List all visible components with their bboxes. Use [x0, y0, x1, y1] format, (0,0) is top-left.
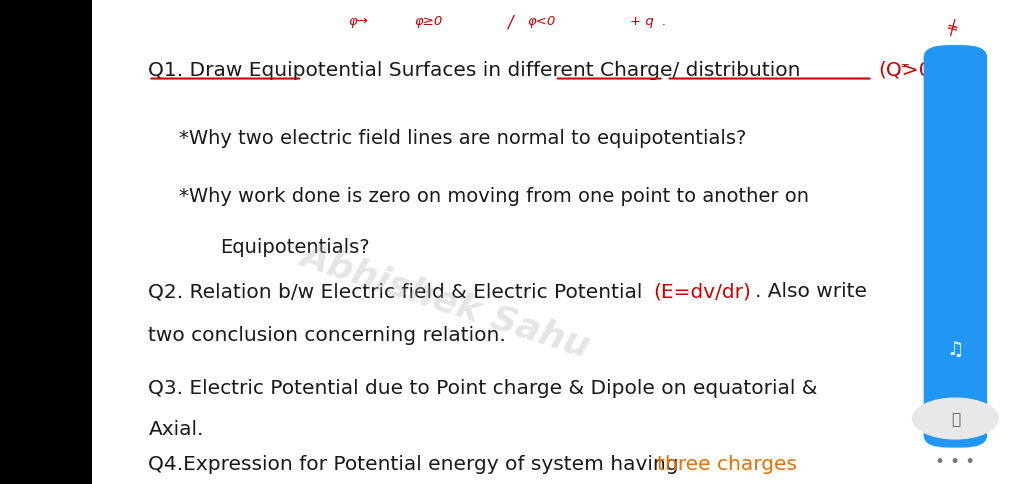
- Circle shape: [912, 398, 998, 439]
- Text: φ→: φ→: [348, 15, 368, 28]
- Text: three charges: three charges: [657, 454, 798, 473]
- Text: φ≥0: φ≥0: [415, 15, 443, 28]
- Text: *Why work done is zero on moving from one point to another on: *Why work done is zero on moving from on…: [179, 186, 809, 206]
- Text: (E=dv/dr): (E=dv/dr): [653, 282, 752, 301]
- Text: Q4.Expression for Potential energy of system having: Q4.Expression for Potential energy of sy…: [148, 454, 685, 473]
- Text: 🔔: 🔔: [951, 411, 959, 426]
- Text: Q3. Electric Potential due to Point charge & Dipole on equatorial &: Q3. Electric Potential due to Point char…: [148, 378, 818, 398]
- Text: (Q>0): (Q>0): [879, 60, 940, 80]
- Text: Equipotentials?: Equipotentials?: [220, 237, 370, 257]
- Text: Q1. Draw Equipotential Surfaces in different Charge/ distribution: Q1. Draw Equipotential Surfaces in diffe…: [148, 60, 807, 80]
- Text: ♫: ♫: [946, 339, 965, 358]
- Text: Q2. Relation b/w Electric field & Electric Potential: Q2. Relation b/w Electric field & Electr…: [148, 282, 649, 301]
- Text: + q  .: + q .: [630, 15, 667, 28]
- Text: ╪: ╪: [945, 17, 959, 36]
- FancyBboxPatch shape: [0, 0, 92, 484]
- Text: φ<0: φ<0: [527, 15, 556, 28]
- Text: Axial.: Axial.: [148, 419, 204, 438]
- FancyBboxPatch shape: [924, 46, 987, 448]
- Text: • • •: • • •: [935, 452, 976, 470]
- Text: ═: ═: [901, 60, 907, 70]
- Text: . Also write: . Also write: [755, 282, 866, 301]
- Text: *Why two electric field lines are normal to equipotentials?: *Why two electric field lines are normal…: [179, 128, 746, 148]
- Text: two conclusion concerning relation.: two conclusion concerning relation.: [148, 325, 506, 345]
- Text: /: /: [507, 14, 512, 32]
- Text: Abhishek Sahu: Abhishek Sahu: [297, 237, 594, 363]
